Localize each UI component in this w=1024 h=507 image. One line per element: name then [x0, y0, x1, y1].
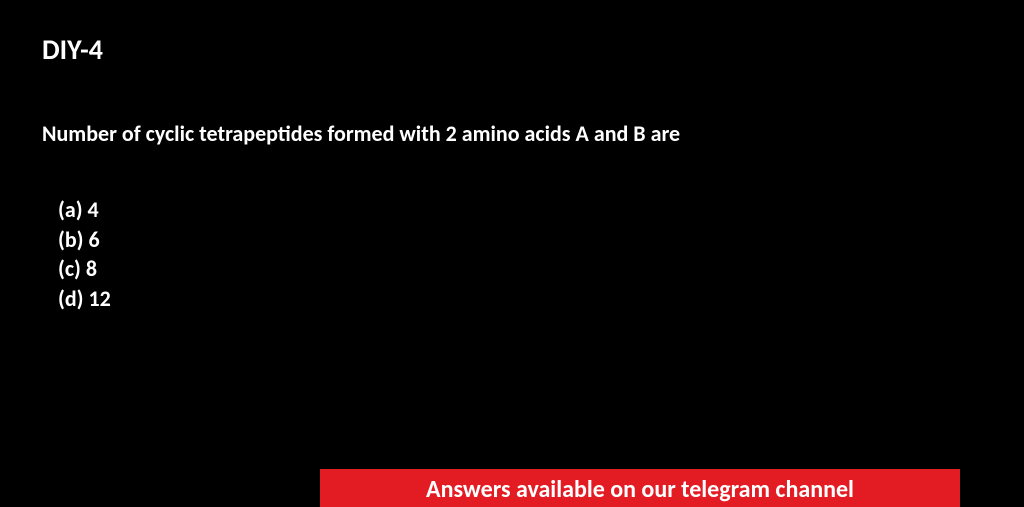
option-b: (b) 6 — [58, 225, 111, 255]
diy-heading: DIY-4 — [42, 32, 103, 67]
option-d: (d) 12 — [58, 284, 111, 314]
telegram-banner: Answers available on our telegram channe… — [320, 469, 960, 507]
option-c: (c) 8 — [58, 254, 111, 284]
option-a: (a) 4 — [58, 195, 111, 225]
question-text: Number of cyclic tetrapeptides formed wi… — [42, 120, 680, 147]
options-list: (a) 4 (b) 6 (c) 8 (d) 12 — [58, 195, 111, 314]
